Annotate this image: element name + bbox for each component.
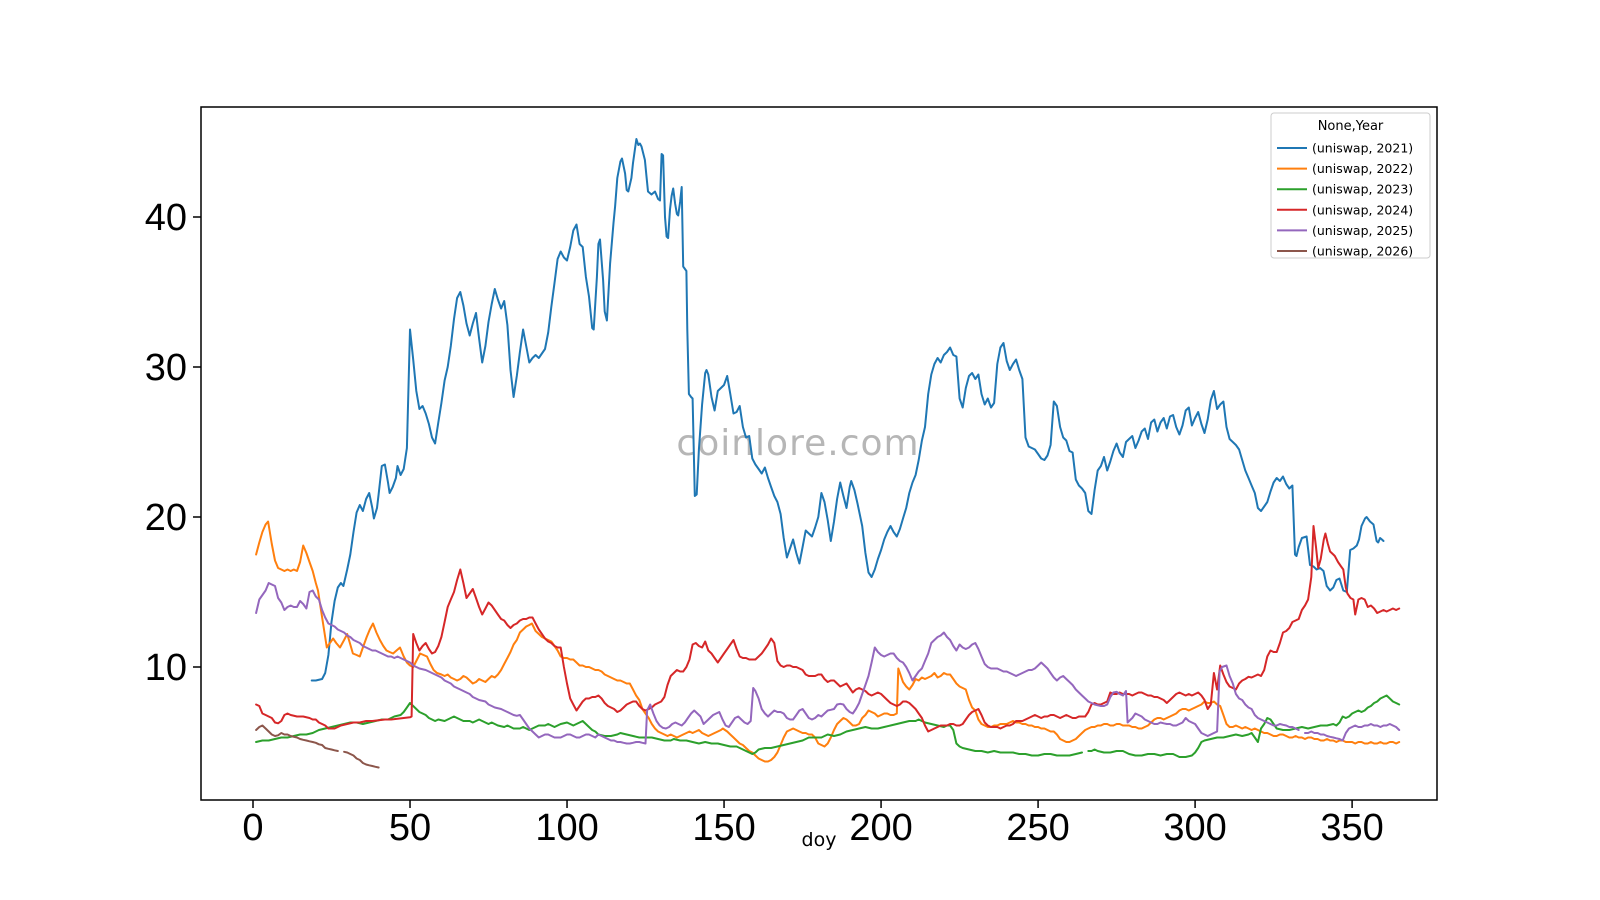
x-tick-label-250: 250 [1006,807,1069,849]
y-tick-label-30: 30 [145,347,187,389]
legend-label-2024: (uniswap, 2024) [1312,202,1413,217]
legend-label-2023: (uniswap, 2023) [1312,182,1413,197]
series-lines [255,138,1401,769]
series-line-2022 [255,520,1401,763]
legend-label-2021: (uniswap, 2021) [1312,141,1413,156]
watermark: coinlore.com [676,423,919,464]
legend-item-2022: (uniswap, 2022) [1277,161,1413,176]
legend-label-2022: (uniswap, 2022) [1312,161,1413,176]
legend-item-2023: (uniswap, 2023) [1277,182,1413,197]
legend-item-2026: (uniswap, 2026) [1277,244,1413,259]
y-tick-label-20: 20 [145,497,187,539]
series-line-2023 [255,694,1401,758]
x-tick-label-0: 0 [242,807,263,849]
y-tick-label-40: 40 [145,197,187,239]
series-line-2026 [255,724,380,769]
x-tick-label-150: 150 [692,807,755,849]
x-tick-label-350: 350 [1320,807,1383,849]
legend-box [1270,112,1431,259]
legend-item-2025: (uniswap, 2025) [1277,223,1413,238]
legend-title: None,Year [1318,119,1384,134]
legend-label-2026: (uniswap, 2026) [1312,244,1413,259]
series-line-2024 [255,525,1401,733]
y-tick-label-10: 10 [145,647,187,689]
x-tick-label-50: 50 [389,807,431,849]
x-tick-label-300: 300 [1163,807,1226,849]
axis-ticks: 0 50 100 150 200 250 300 350 10 20 30 40 [145,197,1384,849]
legend-label-2025: (uniswap, 2025) [1312,223,1413,238]
legend: None,Year (uniswap, 2021) (uniswap, 2022) (… [1270,112,1431,259]
series-line-2021 [310,138,1385,682]
series-line-2025 [255,582,1401,745]
x-tick-label-100: 100 [535,807,598,849]
x-tick-label-200: 200 [849,807,912,849]
legend-item-2024: (uniswap, 2024) [1277,202,1413,217]
legend-item-2021: (uniswap, 2021) [1277,141,1413,156]
x-axis-label: doy [802,829,837,851]
